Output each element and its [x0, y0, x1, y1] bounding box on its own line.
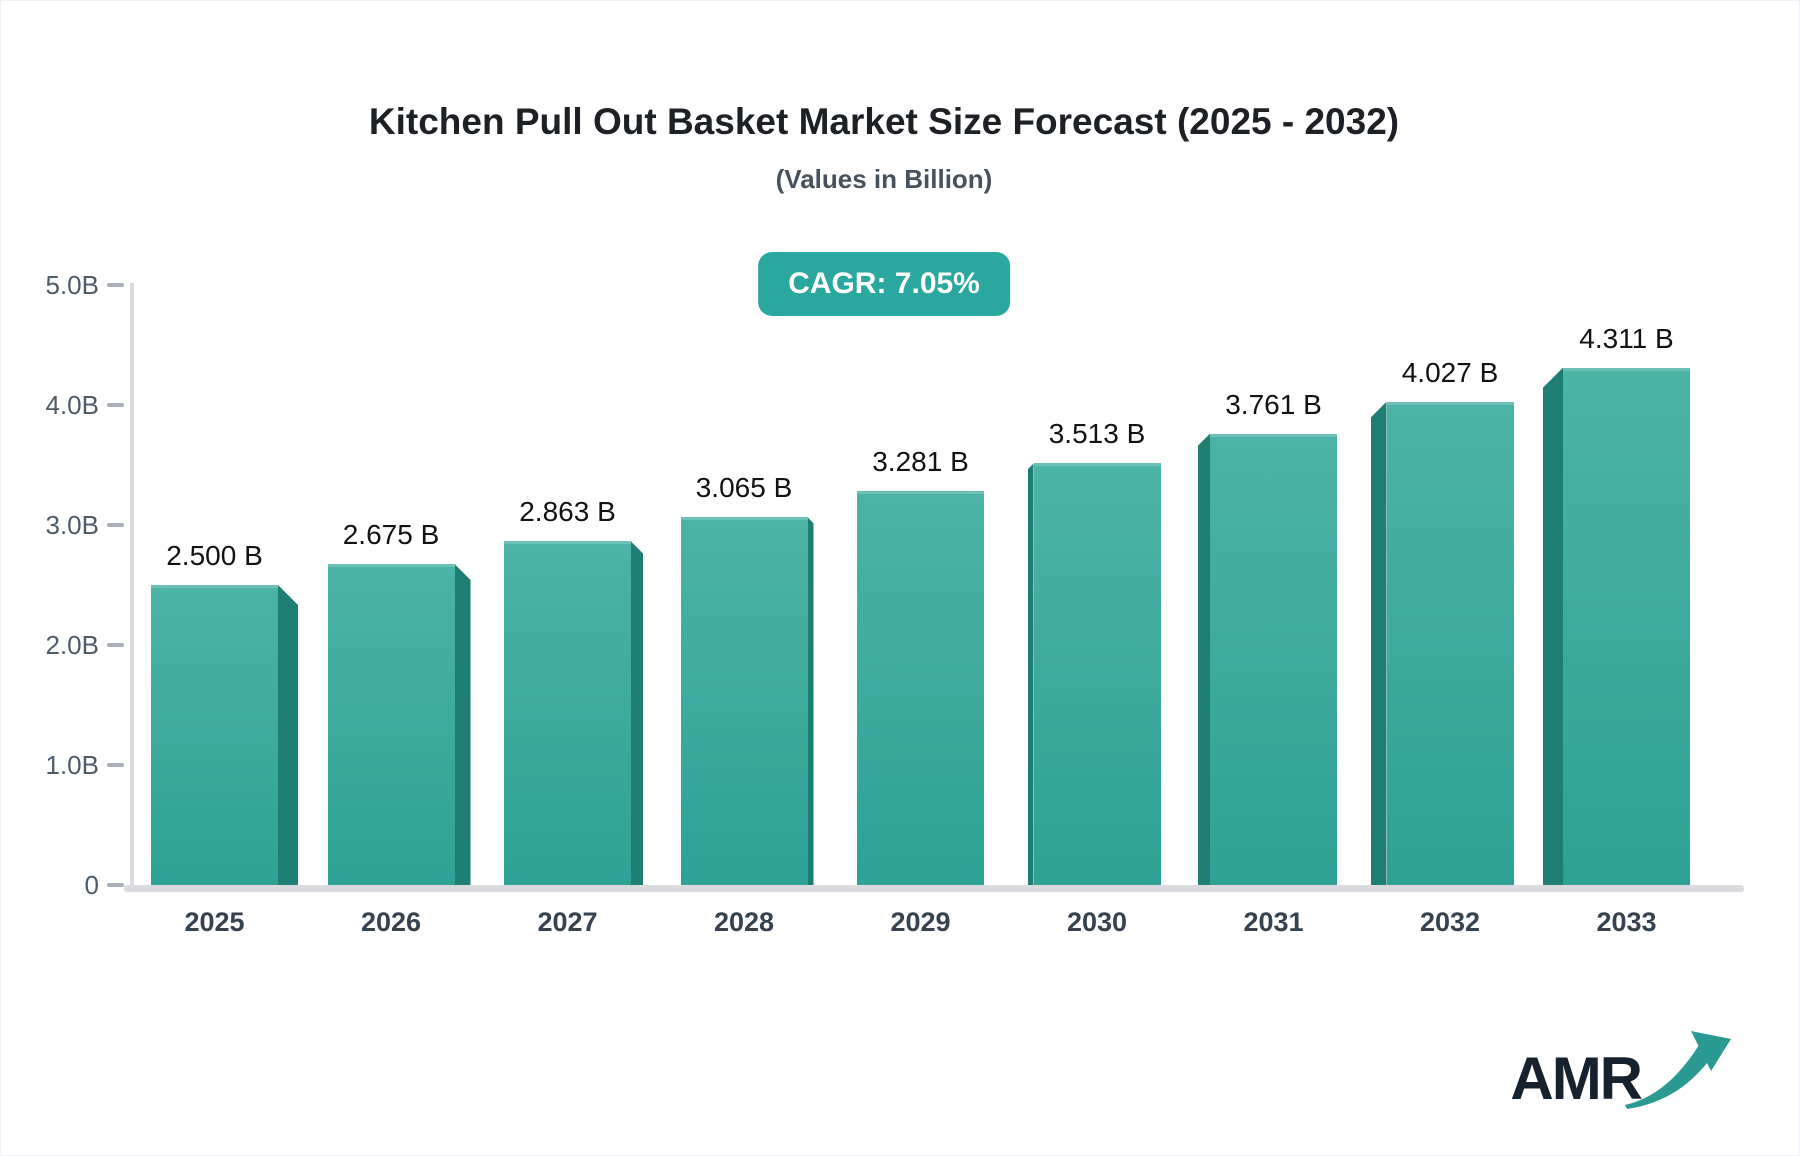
chart-subtitle: (Values in Billion): [775, 164, 993, 194]
bar-value-label: 2.500 B: [166, 540, 263, 571]
chart-title: Kitchen Pull Out Basket Market Size Fore…: [368, 101, 1400, 142]
bar-3d-side: [1027, 463, 1034, 885]
x-tick-label: 2028: [713, 907, 775, 937]
bar: [857, 491, 984, 885]
x-tick-label: 2032: [1419, 907, 1481, 937]
bar-3d-side: [278, 585, 298, 885]
x-tick-label: 2030: [1066, 907, 1128, 937]
bar-3d-side: [1198, 433, 1210, 885]
y-tick-label: 5.0B: [45, 270, 100, 300]
x-tick-label: 2027: [537, 907, 598, 937]
bar-3d-side: [1370, 401, 1387, 885]
bar: [1033, 463, 1161, 885]
x-tick-label: 2033: [1596, 907, 1657, 937]
cagr-badge: CAGR: 7.05%: [758, 252, 1010, 316]
x-tick-label: 2025: [184, 907, 245, 937]
growth-arrow-icon: [1625, 1031, 1731, 1109]
bar-3d-side: [631, 541, 643, 885]
bar-value-label: 3.761 B: [1225, 388, 1322, 420]
x-tick-label: 2029: [890, 907, 951, 937]
bar-value-label: 2.863 B: [519, 496, 616, 528]
bar-value-label: 3.281 B: [872, 446, 969, 478]
x-tick-label: 2031: [1243, 907, 1304, 937]
bar: [1563, 367, 1690, 885]
bar: [1210, 433, 1337, 885]
x-tick-label: 2026: [360, 907, 422, 937]
bar: [680, 517, 808, 885]
bar: [327, 564, 455, 885]
y-tick-mark: [107, 523, 124, 527]
y-tick-label: 3.0B: [45, 510, 100, 540]
bar: [151, 585, 278, 885]
y-tick-mark: [107, 403, 124, 407]
bar-3d-side: [1543, 367, 1563, 885]
y-tick-label: 2.0B: [45, 630, 100, 660]
y-tick-mark: [107, 763, 124, 767]
y-tick-mark: [107, 283, 124, 287]
bar-3d-side: [454, 564, 471, 885]
brand-logo-text: AMR: [1510, 1045, 1643, 1112]
y-tick-mark: [107, 643, 124, 647]
bar-value-label: 4.027 B: [1401, 356, 1499, 388]
y-tick-mark: [107, 883, 124, 887]
y-tick-label: 1.0B: [45, 750, 100, 780]
y-tick-label: 4.0B: [45, 390, 100, 420]
bar: [504, 541, 631, 885]
bar-3d-side: [807, 517, 814, 885]
bar-value-label: 4.311 B: [1579, 322, 1674, 354]
y-axis-line: [130, 283, 134, 885]
bar-value-label: 2.675 B: [342, 519, 440, 550]
brand-logo: AMR: [1510, 1023, 1733, 1109]
bar: [1386, 401, 1514, 885]
bar-value-label: 3.513 B: [1048, 418, 1146, 450]
x-axis-baseline: [124, 885, 1744, 892]
y-tick-label: 0: [84, 870, 99, 900]
bar-value-label: 3.065 B: [695, 472, 793, 504]
